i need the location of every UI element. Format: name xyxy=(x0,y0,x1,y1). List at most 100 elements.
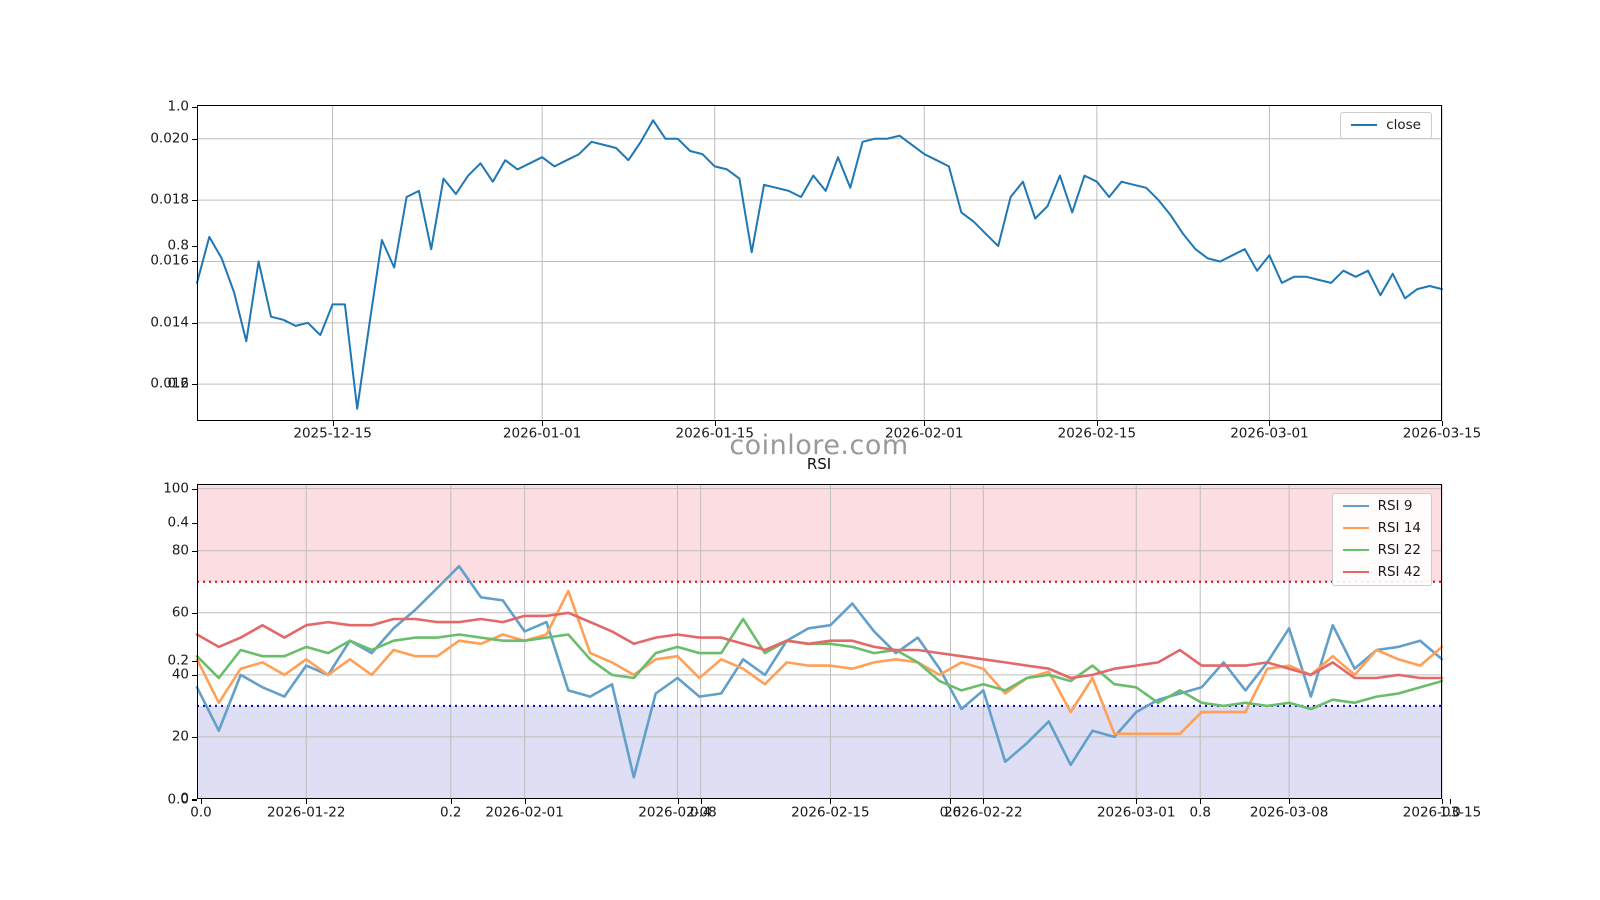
tick-mark xyxy=(1096,421,1098,426)
tick-mark xyxy=(1269,421,1271,426)
rsi42-legend-label: RSI 42 xyxy=(1377,563,1421,580)
rsi-xtick-label: 2026-02-01 xyxy=(485,804,564,821)
rsi-ytick-label: 40 xyxy=(171,666,189,683)
rsi42-line-swatch xyxy=(1342,571,1369,574)
price-xtick-label: 2026-03-15 xyxy=(1402,425,1482,442)
legend-row-rsi14: RSI 14 xyxy=(1342,519,1421,537)
rsi-ytick-label: 80 xyxy=(171,541,189,558)
price-ytick-label: 0.012 xyxy=(150,375,189,392)
price-xtick-label: 2026-03-01 xyxy=(1230,425,1309,442)
tick-mark xyxy=(1450,799,1451,804)
tick-mark xyxy=(700,799,702,804)
close-line-swatch xyxy=(1351,124,1378,127)
tick-mark xyxy=(332,421,334,426)
legend-row-close: close xyxy=(1351,117,1421,134)
rsi-xtick-label: 2026-02-22 xyxy=(944,804,1023,821)
rsi14-legend-label: RSI 14 xyxy=(1377,519,1421,536)
figure-ytick-label: 1.0 xyxy=(167,98,189,115)
price-ytick-label: 0.016 xyxy=(150,252,189,269)
price-ytick-label: 0.018 xyxy=(150,191,189,208)
figure-ytick-label: 0.8 xyxy=(167,236,189,253)
figure-xtick-label: 0.4 xyxy=(689,804,712,821)
rsi-xtick-label: 2026-01-22 xyxy=(266,804,346,821)
price-xtick-label: 2026-01-15 xyxy=(675,425,754,442)
tick-mark xyxy=(192,800,197,801)
tick-mark xyxy=(192,736,197,738)
figure-ytick-label: 0.2 xyxy=(167,652,189,669)
tick-mark xyxy=(192,674,197,676)
tick-mark xyxy=(192,245,197,247)
rsi-legend: RSI 9 RSI 14 RSI 22 RSI 42 xyxy=(1331,493,1432,586)
tick-mark xyxy=(192,799,197,800)
price-ytick-label: 0.014 xyxy=(150,314,189,331)
price-chart: close xyxy=(196,105,1443,421)
price-xtick-label: 2026-02-01 xyxy=(885,425,964,442)
figure-xtick-label: 0.6 xyxy=(939,804,962,821)
tick-mark xyxy=(1442,799,1443,804)
rsi-xtick-label: 2026-03-08 xyxy=(1249,804,1329,821)
tick-mark xyxy=(950,799,952,804)
close-line xyxy=(196,119,1443,410)
tick-mark xyxy=(192,384,197,386)
rsi-xtick-label: 2026-02-08 xyxy=(638,804,717,821)
tick-mark xyxy=(192,661,197,663)
tick-mark xyxy=(1200,799,1202,804)
price-xtick-label: 2026-02-15 xyxy=(1057,425,1137,442)
tick-mark xyxy=(192,522,197,524)
rsi-xtick-label: 2026-03-01 xyxy=(1096,804,1176,821)
tick-mark xyxy=(192,488,197,490)
rsi22-legend-label: RSI 22 xyxy=(1377,541,1421,558)
price-chart-canvas xyxy=(196,105,1443,421)
tick-mark xyxy=(192,612,197,614)
rsi-ytick-label: 100 xyxy=(163,479,189,496)
tick-mark xyxy=(1442,421,1443,426)
close-legend-label: close xyxy=(1386,117,1421,133)
overbought-band xyxy=(197,484,1442,582)
tick-mark xyxy=(192,200,197,202)
tick-mark xyxy=(1136,799,1138,804)
price-xtick-label: 2026-01-01 xyxy=(502,425,582,442)
rsi-line-rsi22 xyxy=(195,617,1444,711)
watermark: coinlore.com xyxy=(729,430,909,461)
tick-mark xyxy=(201,799,202,804)
tick-mark xyxy=(192,550,197,552)
rsi14-line-swatch xyxy=(1342,527,1369,530)
rsi-ytick-label: 0 xyxy=(180,790,189,807)
tick-mark xyxy=(1289,799,1291,804)
legend-row-rsi9: RSI 9 xyxy=(1342,498,1421,515)
rsi-line-rsi14 xyxy=(195,589,1444,736)
tick-mark xyxy=(677,799,679,804)
price-legend: close xyxy=(1340,112,1432,139)
figure-xtick-label: 0.2 xyxy=(440,804,462,821)
figure-ytick-label: 0.4 xyxy=(167,514,189,531)
tick-mark xyxy=(192,261,197,263)
rsi-chart-canvas xyxy=(195,484,1444,799)
price-ytick-label: 0.020 xyxy=(150,129,189,146)
rsi9-line-swatch xyxy=(1342,505,1369,508)
oversold-band xyxy=(197,705,1442,799)
figure-xtick-label: 0.8 xyxy=(1189,804,1211,821)
rsi-chart-title: RSI xyxy=(806,455,832,473)
tick-mark xyxy=(714,421,716,426)
figure-xtick-label: 0.0 xyxy=(190,804,212,821)
tick-mark xyxy=(524,799,526,804)
rsi-chart: RSI 9 RSI 14 RSI 22 RSI 42 xyxy=(195,484,1444,799)
tick-mark xyxy=(924,421,926,426)
figure-ytick-label: 0.6 xyxy=(167,375,189,392)
tick-mark xyxy=(450,799,452,804)
legend-row-rsi22: RSI 22 xyxy=(1342,541,1421,559)
legend-row-rsi42: RSI 42 xyxy=(1342,563,1421,581)
rsi-line-rsi42 xyxy=(195,611,1444,680)
tick-mark xyxy=(983,799,985,804)
rsi9-legend-label: RSI 9 xyxy=(1377,498,1413,514)
price-xtick-label: 2025-12-15 xyxy=(293,425,372,442)
rsi-ytick-label: 20 xyxy=(171,728,189,745)
rsi-xtick-label: 2026-03-15 xyxy=(1402,804,1482,821)
tick-mark xyxy=(542,421,544,426)
figure-xtick-label: 1.0 xyxy=(1439,804,1461,821)
tick-mark xyxy=(306,799,308,804)
tick-mark xyxy=(830,799,832,804)
rsi-ytick-label: 60 xyxy=(171,604,189,621)
rsi-xtick-label: 2026-02-15 xyxy=(791,804,870,821)
